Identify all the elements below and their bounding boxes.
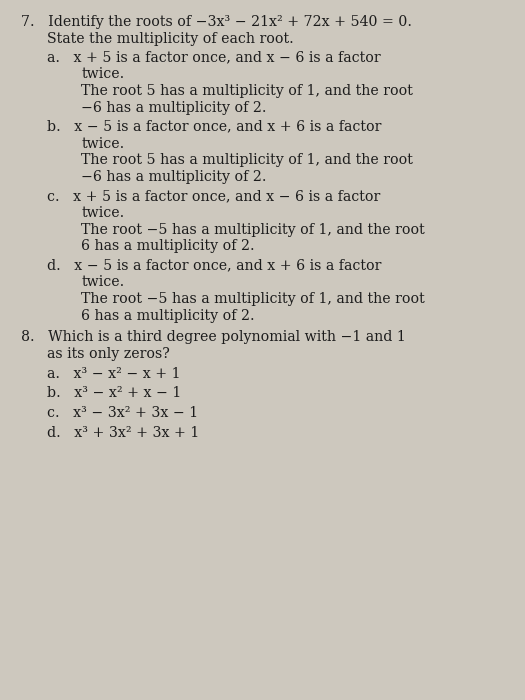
Text: State the multiplicity of each root.: State the multiplicity of each root. [47,32,294,46]
Text: −6 has a multiplicity of 2.: −6 has a multiplicity of 2. [81,170,267,184]
Text: −6 has a multiplicity of 2.: −6 has a multiplicity of 2. [81,101,267,115]
Text: b.   x − 5 is a factor once, and x + 6 is a factor: b. x − 5 is a factor once, and x + 6 is … [47,120,382,134]
Text: as its only zeros?: as its only zeros? [47,347,170,361]
Text: twice.: twice. [81,136,124,150]
Text: The root −5 has a multiplicity of 1, and the root: The root −5 has a multiplicity of 1, and… [81,223,425,237]
Text: c.   x + 5 is a factor once, and x − 6 is a factor: c. x + 5 is a factor once, and x − 6 is … [47,189,381,203]
Text: a.   x + 5 is a factor once, and x − 6 is a factor: a. x + 5 is a factor once, and x − 6 is … [47,50,381,64]
Text: c.   x³ − 3x² + 3x − 1: c. x³ − 3x² + 3x − 1 [47,406,198,420]
Text: d.   x − 5 is a factor once, and x + 6 is a factor: d. x − 5 is a factor once, and x + 6 is … [47,258,382,272]
Text: twice.: twice. [81,275,124,289]
Text: a.   x³ − x² − x + 1: a. x³ − x² − x + 1 [47,367,181,381]
Text: The root 5 has a multiplicity of 1, and the root: The root 5 has a multiplicity of 1, and … [81,153,413,167]
Text: The root 5 has a multiplicity of 1, and the root: The root 5 has a multiplicity of 1, and … [81,84,413,98]
Text: 7.   Identify the roots of −3x³ − 21x² + 72x + 540 = 0.: 7. Identify the roots of −3x³ − 21x² + 7… [21,15,412,29]
Text: 6 has a multiplicity of 2.: 6 has a multiplicity of 2. [81,239,255,253]
Text: twice.: twice. [81,206,124,220]
Text: b.   x³ − x² + x − 1: b. x³ − x² + x − 1 [47,386,182,400]
Text: d.   x³ + 3x² + 3x + 1: d. x³ + 3x² + 3x + 1 [47,426,200,440]
Text: The root −5 has a multiplicity of 1, and the root: The root −5 has a multiplicity of 1, and… [81,292,425,306]
Text: 8.   Which is a third degree polynomial with −1 and 1: 8. Which is a third degree polynomial wi… [21,330,406,344]
Text: 6 has a multiplicity of 2.: 6 has a multiplicity of 2. [81,309,255,323]
Text: twice.: twice. [81,67,124,81]
